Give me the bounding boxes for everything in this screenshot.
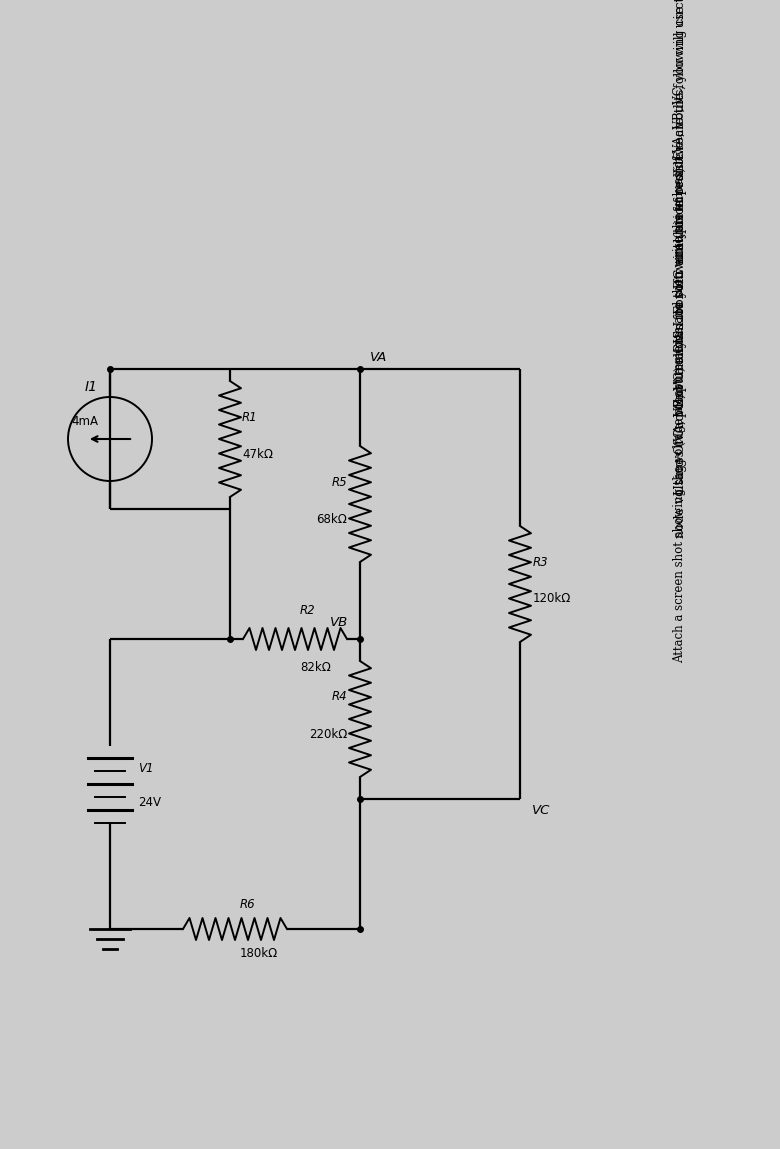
Text: R6: R6 — [240, 899, 256, 911]
Text: VC: VC — [532, 804, 551, 817]
Text: VA: VA — [370, 350, 388, 364]
Text: R3: R3 — [533, 555, 548, 569]
Text: R1: R1 — [242, 410, 257, 424]
Text: 220kΩ: 220kΩ — [309, 727, 347, 740]
Text: R5: R5 — [332, 476, 347, 488]
Text: Using OrCad Capture CIS Lite software (preferred). Create the following circuit : Using OrCad Capture CIS Lite software (p… — [673, 0, 686, 495]
Text: 24V: 24V — [138, 795, 161, 809]
Text: VB: VB — [330, 616, 348, 629]
Text: Attach a screen shot showing the voltage measurements and then write the values : Attach a screen shot showing the voltage… — [673, 86, 686, 663]
Text: I1: I1 — [85, 380, 98, 394]
Text: R4: R4 — [332, 691, 347, 703]
Text: 47kΩ: 47kΩ — [242, 447, 273, 461]
Text: point” analysis for your simulation profile.: point” analysis for your simulation prof… — [673, 149, 686, 417]
Text: 120kΩ: 120kΩ — [533, 593, 572, 606]
Text: node voltages (VA, VB, VC) shown. For DC analysis of resistive circuits, you wil: node voltages (VA, VB, VC) shown. For DC… — [673, 0, 686, 538]
Text: V1: V1 — [138, 763, 154, 776]
Text: R2: R2 — [300, 604, 316, 617]
Text: 4mA: 4mA — [71, 415, 98, 427]
Text: 82kΩ: 82kΩ — [300, 661, 331, 674]
Text: 68kΩ: 68kΩ — [316, 512, 347, 525]
Text: 180kΩ: 180kΩ — [240, 947, 278, 961]
